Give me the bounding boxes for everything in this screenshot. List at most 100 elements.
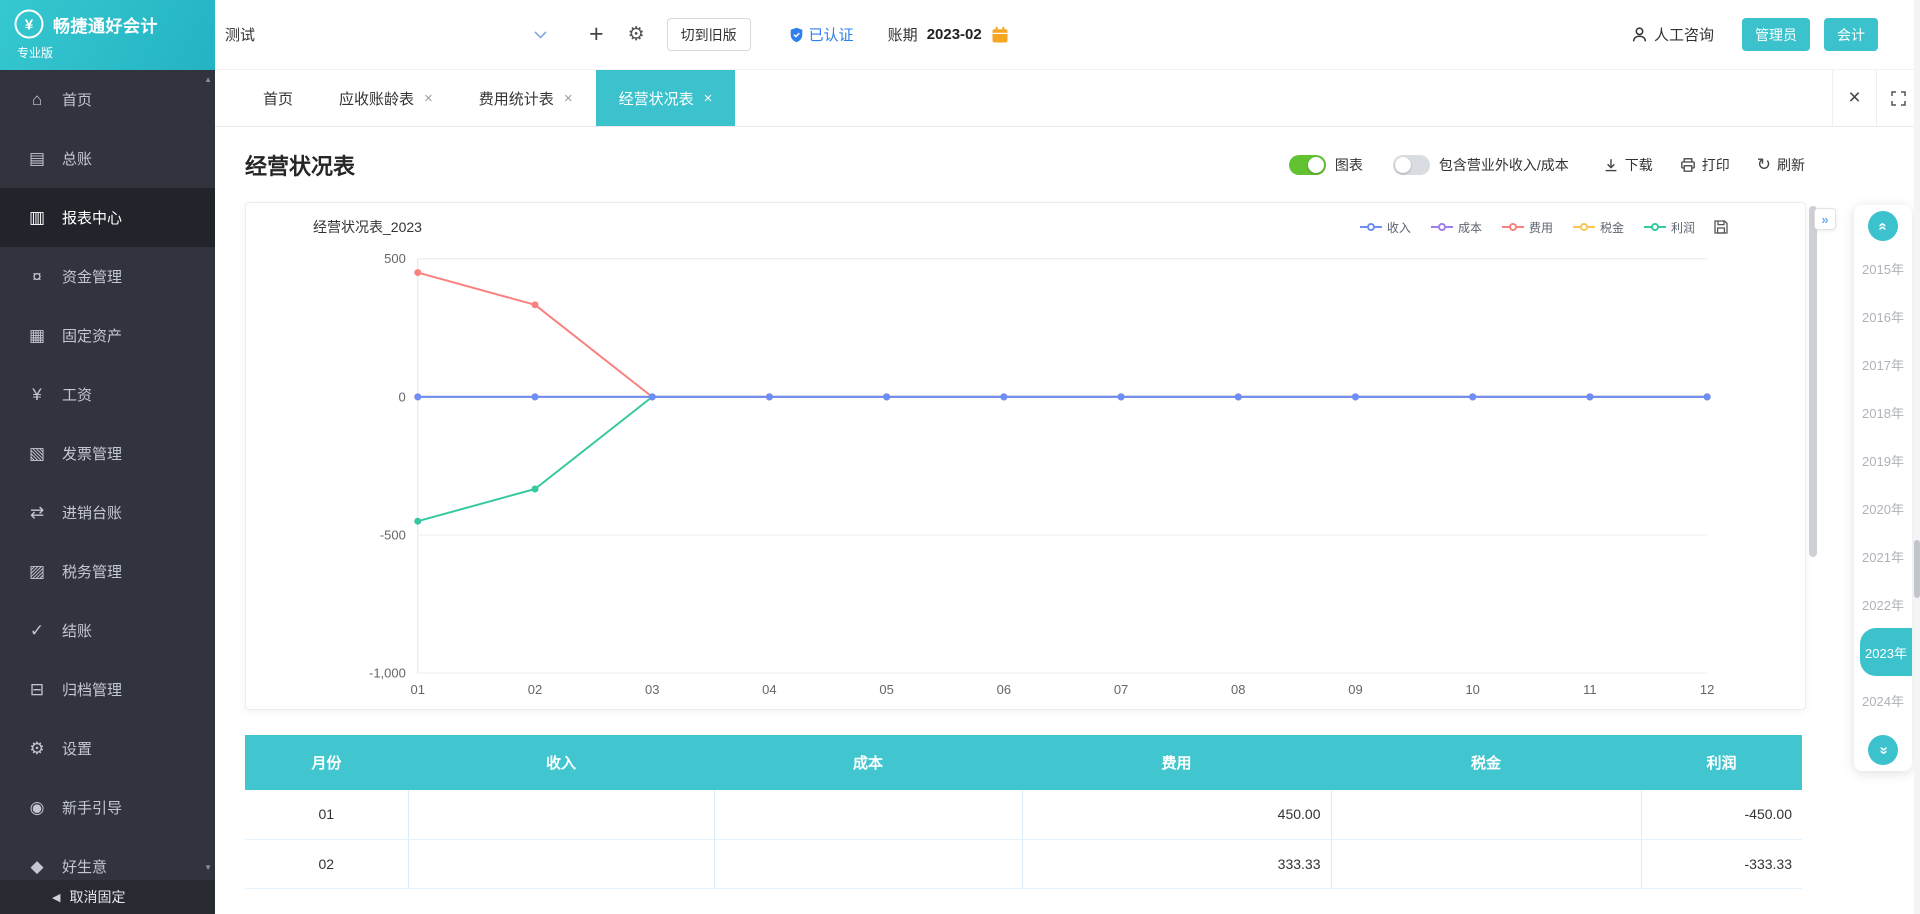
shield-check-icon: [790, 27, 802, 42]
certified-label: 已认证: [808, 27, 854, 44]
company-selector-value: 测试: [225, 27, 256, 44]
year-item-2016[interactable]: 2016年: [1862, 309, 1904, 325]
unpin-label: 取消固定: [69, 889, 126, 905]
switch-version-button[interactable]: 切到旧版: [666, 18, 751, 51]
sidebar-item-tax[interactable]: ▨ 税务管理: [0, 542, 215, 601]
svg-text:04: 04: [762, 682, 776, 697]
sidebar-item-funds[interactable]: ¤ 资金管理: [0, 247, 215, 306]
print-button[interactable]: 打印: [1680, 155, 1730, 175]
add-icon[interactable]: +: [589, 20, 604, 48]
legend-item-税金[interactable]: 税金: [1572, 219, 1624, 236]
calendar-icon[interactable]: [991, 26, 1009, 44]
svg-text:06: 06: [997, 682, 1011, 697]
legend-item-利润[interactable]: 利润: [1643, 219, 1695, 236]
close-tabs-icon[interactable]: ×: [1832, 70, 1876, 126]
sidebar-item-beginner-guide[interactable]: ◉ 新手引导: [0, 778, 215, 837]
table-cell: 01: [245, 790, 409, 840]
sidebar-unpin-button[interactable]: ◀ 取消固定: [0, 880, 215, 914]
sidebar-nav: ⌂ 首页 ▤ 总账 ▥ 报表中心 ¤ 资金管理 ▦ 固定资产 ¥ 工资 ▧ 发票管理 ⇄ 进销台账 ▨ 税务管理 ✓…: [0, 70, 215, 880]
sidebar-item-archive[interactable]: ⊟ 归档管理: [0, 660, 215, 719]
print-icon: [1680, 157, 1695, 172]
legend-item-费用[interactable]: 费用: [1501, 219, 1553, 236]
year-item-2024[interactable]: 2024年: [1862, 693, 1904, 709]
table-cell: 450.00: [1022, 790, 1332, 840]
tab-expense-statistics[interactable]: 费用统计表 ×: [456, 70, 596, 126]
tab-label: 经营状况表: [618, 90, 694, 108]
role-accountant-button[interactable]: 会计: [1824, 18, 1878, 51]
sidebar-item-payroll[interactable]: ¥ 工资: [0, 365, 215, 424]
tab-receivable-aging[interactable]: 应收账龄表 ×: [316, 70, 456, 126]
column-header: 月份: [245, 735, 408, 790]
close-tab-icon[interactable]: ×: [563, 89, 573, 107]
sidebar: ¥ 畅捷通好会计 专业版 ⌂ 首页 ▤ 总账 ▥ 报表中心 ¤ 资金管理 ▦ 固定资产 ¥ 工资 ▧ 发票…: [0, 0, 215, 914]
chart-scrollbar[interactable]: [1809, 206, 1817, 557]
tab-home[interactable]: 首页: [240, 70, 316, 126]
table-row[interactable]: 02 333.33 -333.33: [245, 839, 1802, 889]
column-header: 费用: [1022, 735, 1331, 790]
app-logo: ¥ 畅捷通好会计 专业版: [0, 0, 215, 70]
refresh-icon: ↻: [1756, 155, 1771, 174]
settings-icon: ⚙: [29, 738, 45, 758]
year-item-2021[interactable]: 2021年: [1862, 549, 1904, 565]
gear-icon[interactable]: ⚙: [627, 24, 645, 45]
legend-item-收入[interactable]: 收入: [1359, 219, 1411, 236]
year-item-2018[interactable]: 2018年: [1862, 405, 1904, 421]
sidebar-item-fixed-assets[interactable]: ▦ 固定资产: [0, 306, 215, 365]
sidebar-item-closing[interactable]: ✓ 结账: [0, 601, 215, 660]
page-scrollbar[interactable]: [1914, 0, 1920, 914]
close-tab-icon[interactable]: ×: [703, 89, 713, 107]
company-selector[interactable]: 测试: [225, 24, 547, 45]
sidebar-scroll-up-icon[interactable]: ▲: [204, 75, 212, 84]
page-scrollbar-thumb[interactable]: [1914, 540, 1920, 598]
legend-marker-icon: [1643, 223, 1666, 231]
role-admin-button[interactable]: 管理员: [1742, 18, 1810, 51]
collapse-year-panel-icon[interactable]: »: [1814, 208, 1836, 230]
sidebar-item-purchase-sales[interactable]: ⇄ 进销台账: [0, 483, 215, 542]
svg-text:11: 11: [1583, 682, 1596, 697]
period-group: 账期 2023-02: [888, 24, 1009, 45]
close-tab-icon[interactable]: ×: [424, 89, 433, 107]
topbar: 测试 + ⚙ 切到旧版 已认证 账期 2023-02 人工咨询 管理员 会计: [215, 0, 1920, 70]
logo-subtitle: 专业版: [17, 46, 54, 60]
include-nonoperating-toggle[interactable]: [1392, 154, 1430, 175]
sidebar-item-general-ledger[interactable]: ▤ 总账: [0, 129, 215, 188]
certified-badge[interactable]: 已认证: [789, 24, 854, 45]
sidebar-item-settings[interactable]: ⚙ 设置: [0, 719, 215, 778]
table-cell: [714, 839, 1023, 889]
chart-panel: 经营状况表_2023 收入 成本 费用 税金 利润 500 0 -500 -1,000 01 02…: [245, 202, 1806, 710]
tab-operating-status[interactable]: 经营状况表 ×: [595, 70, 736, 126]
purchase-sales-icon: ⇄: [29, 502, 45, 522]
sidebar-item-label: 发票管理: [62, 446, 123, 463]
logo-title: 畅捷通好会计: [53, 16, 158, 36]
year-item-2020[interactable]: 2020年: [1862, 501, 1904, 517]
svg-text:¥: ¥: [25, 17, 34, 34]
tab-label: 首页: [263, 90, 294, 108]
table-row[interactable]: 01 450.00 -450.00: [245, 790, 1802, 840]
year-item-2017[interactable]: 2017年: [1862, 357, 1904, 373]
sidebar-scroll-down-icon[interactable]: ▼: [204, 863, 212, 872]
save-chart-button[interactable]: [1713, 219, 1729, 235]
table-cell: [408, 839, 715, 889]
chart-view-toggle[interactable]: [1288, 154, 1326, 175]
refresh-button[interactable]: ↻ 刷新: [1757, 155, 1805, 175]
sidebar-item-home[interactable]: ⌂ 首页: [0, 70, 215, 129]
sidebar-item-invoice[interactable]: ▧ 发票管理: [0, 424, 215, 483]
table-cell: 333.33: [1022, 839, 1332, 889]
legend-item-成本[interactable]: 成本: [1430, 219, 1482, 236]
chart-head: 经营状况表_2023 收入 成本 费用 税金 利润: [246, 217, 1805, 237]
fullscreen-button[interactable]: [1876, 70, 1920, 126]
year-scroll-down-button[interactable]: «: [1868, 735, 1898, 765]
tab-list: 首页 应收账龄表 × 费用统计表 × 经营状况表 ×: [240, 70, 1920, 126]
year-scroll-up-button[interactable]: «: [1868, 211, 1898, 241]
period-value[interactable]: 2023-02: [926, 26, 982, 43]
year-item-2022[interactable]: 2022年: [1862, 597, 1904, 613]
include-toggle-label: 包含营业外收入/成本: [1438, 156, 1569, 173]
download-button[interactable]: 下载: [1603, 155, 1653, 175]
sidebar-item-report-center[interactable]: ▥ 报表中心: [0, 188, 215, 247]
year-item-2015[interactable]: 2015年: [1862, 261, 1904, 277]
year-item-2019[interactable]: 2019年: [1862, 453, 1904, 469]
person-icon: [1632, 27, 1647, 42]
year-item-2023[interactable]: 2023年: [1860, 628, 1912, 676]
sidebar-item-product[interactable]: ◆ 好生意: [0, 837, 215, 880]
consult-button[interactable]: 人工咨询: [1631, 24, 1714, 45]
